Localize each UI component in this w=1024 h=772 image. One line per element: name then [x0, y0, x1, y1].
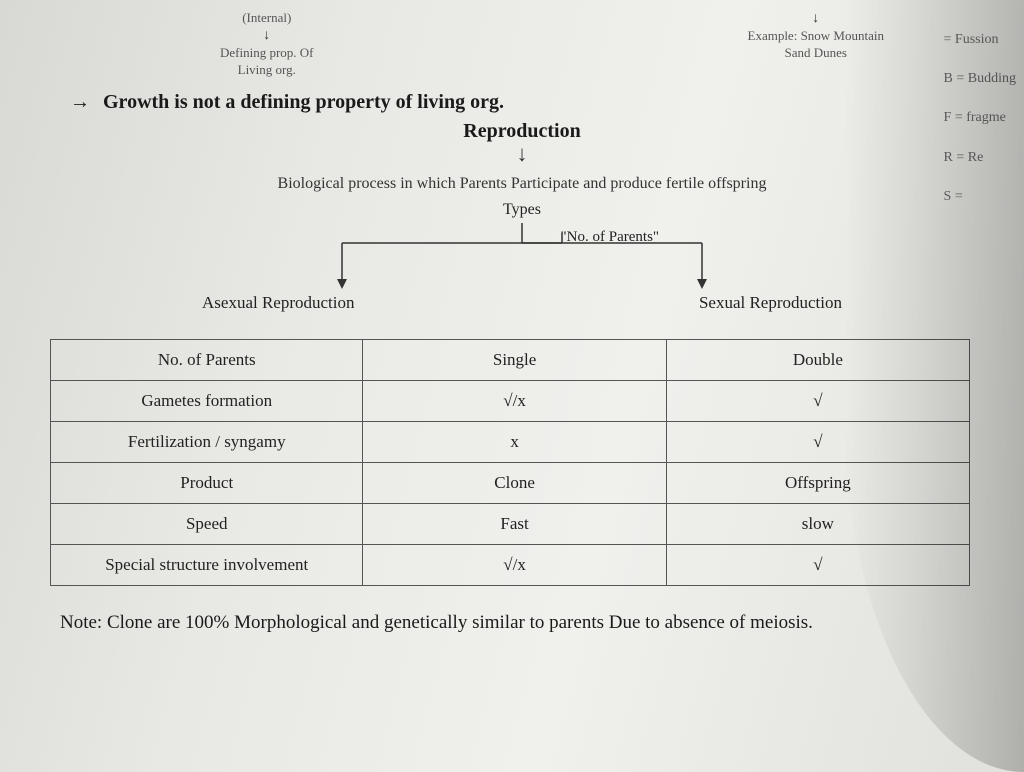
margin-note: S =	[944, 177, 1016, 216]
asexual-label: Asexual Reproduction	[202, 293, 355, 313]
row-asexual: x	[363, 421, 666, 462]
branch-tree	[262, 223, 782, 293]
reproduction-definition: Biological process in which Parents Part…	[40, 175, 1004, 193]
row-asexual: √/x	[363, 544, 666, 585]
margin-note: = Fussion	[944, 20, 1016, 59]
sexual-label: Sexual Reproduction	[699, 293, 842, 313]
arrow-down-icon: ↓	[220, 27, 314, 45]
types-diagram: Types "No. of Parents" Asexual Reproduct…	[40, 201, 1004, 311]
internal-label: (Internal)	[220, 10, 314, 27]
top-left-block: (Internal) ↓ Defining prop. Of Living or…	[220, 10, 314, 79]
row-sexual: √	[666, 544, 969, 585]
table-row: Fertilization / syngamy x √	[51, 421, 970, 462]
row-label: Speed	[51, 503, 363, 544]
row-asexual: Single	[363, 339, 666, 380]
row-label: Fertilization / syngamy	[51, 421, 363, 462]
margin-notes: = Fussion B = Budding F = fragme R = Re …	[944, 20, 1016, 216]
row-asexual: √/x	[363, 380, 666, 421]
comparison-table: No. of Parents Single Double Gametes for…	[50, 339, 970, 586]
types-label: Types	[503, 201, 541, 219]
table-row: Speed Fast slow	[51, 503, 970, 544]
table-row: Special structure involvement √/x √	[51, 544, 970, 585]
example-line2: Sand Dunes	[748, 45, 885, 62]
table-row: Product Clone Offspring	[51, 462, 970, 503]
margin-note: F = fragme	[944, 98, 1016, 137]
table-body: No. of Parents Single Double Gametes for…	[51, 339, 970, 585]
row-sexual: Double	[666, 339, 969, 380]
row-label: Special structure involvement	[51, 544, 363, 585]
defining-prop-line1: Defining prop. Of	[220, 45, 314, 62]
arrow-down-icon: ↓	[748, 10, 885, 28]
example-line1: Example: Snow Mountain	[748, 28, 885, 45]
branch-labels: Asexual Reproduction Sexual Reproduction	[202, 293, 842, 313]
row-asexual: Fast	[363, 503, 666, 544]
arrow-right-icon: →	[70, 91, 90, 113]
defining-prop-line2: Living org.	[220, 62, 314, 79]
row-label: No. of Parents	[51, 339, 363, 380]
branch-svg-icon	[262, 223, 782, 293]
top-row: (Internal) ↓ Defining prop. Of Living or…	[40, 10, 1004, 79]
growth-statement: → Growth is not a defining property of l…	[70, 91, 1004, 114]
row-label: Gametes formation	[51, 380, 363, 421]
footnote: Note: Clone are 100% Morphological and g…	[60, 608, 1004, 638]
comparison-table-wrap: No. of Parents Single Double Gametes for…	[50, 339, 970, 586]
statement-text: Growth is not a defining property of liv…	[103, 91, 504, 113]
table-row: No. of Parents Single Double	[51, 339, 970, 380]
row-label: Product	[51, 462, 363, 503]
arrow-down-icon: ↓	[40, 143, 1004, 165]
margin-note: R = Re	[944, 138, 1016, 177]
margin-note: B = Budding	[944, 59, 1016, 98]
row-sexual: √	[666, 421, 969, 462]
row-sexual: √	[666, 380, 969, 421]
page-content: (Internal) ↓ Defining prop. Of Living or…	[0, 0, 1024, 772]
reproduction-header: Reproduction	[40, 120, 1004, 143]
top-right-block: ↓ Example: Snow Mountain Sand Dunes	[748, 10, 885, 79]
table-row: Gametes formation √/x √	[51, 380, 970, 421]
row-sexual: slow	[666, 503, 969, 544]
row-sexual: Offspring	[666, 462, 969, 503]
row-asexual: Clone	[363, 462, 666, 503]
